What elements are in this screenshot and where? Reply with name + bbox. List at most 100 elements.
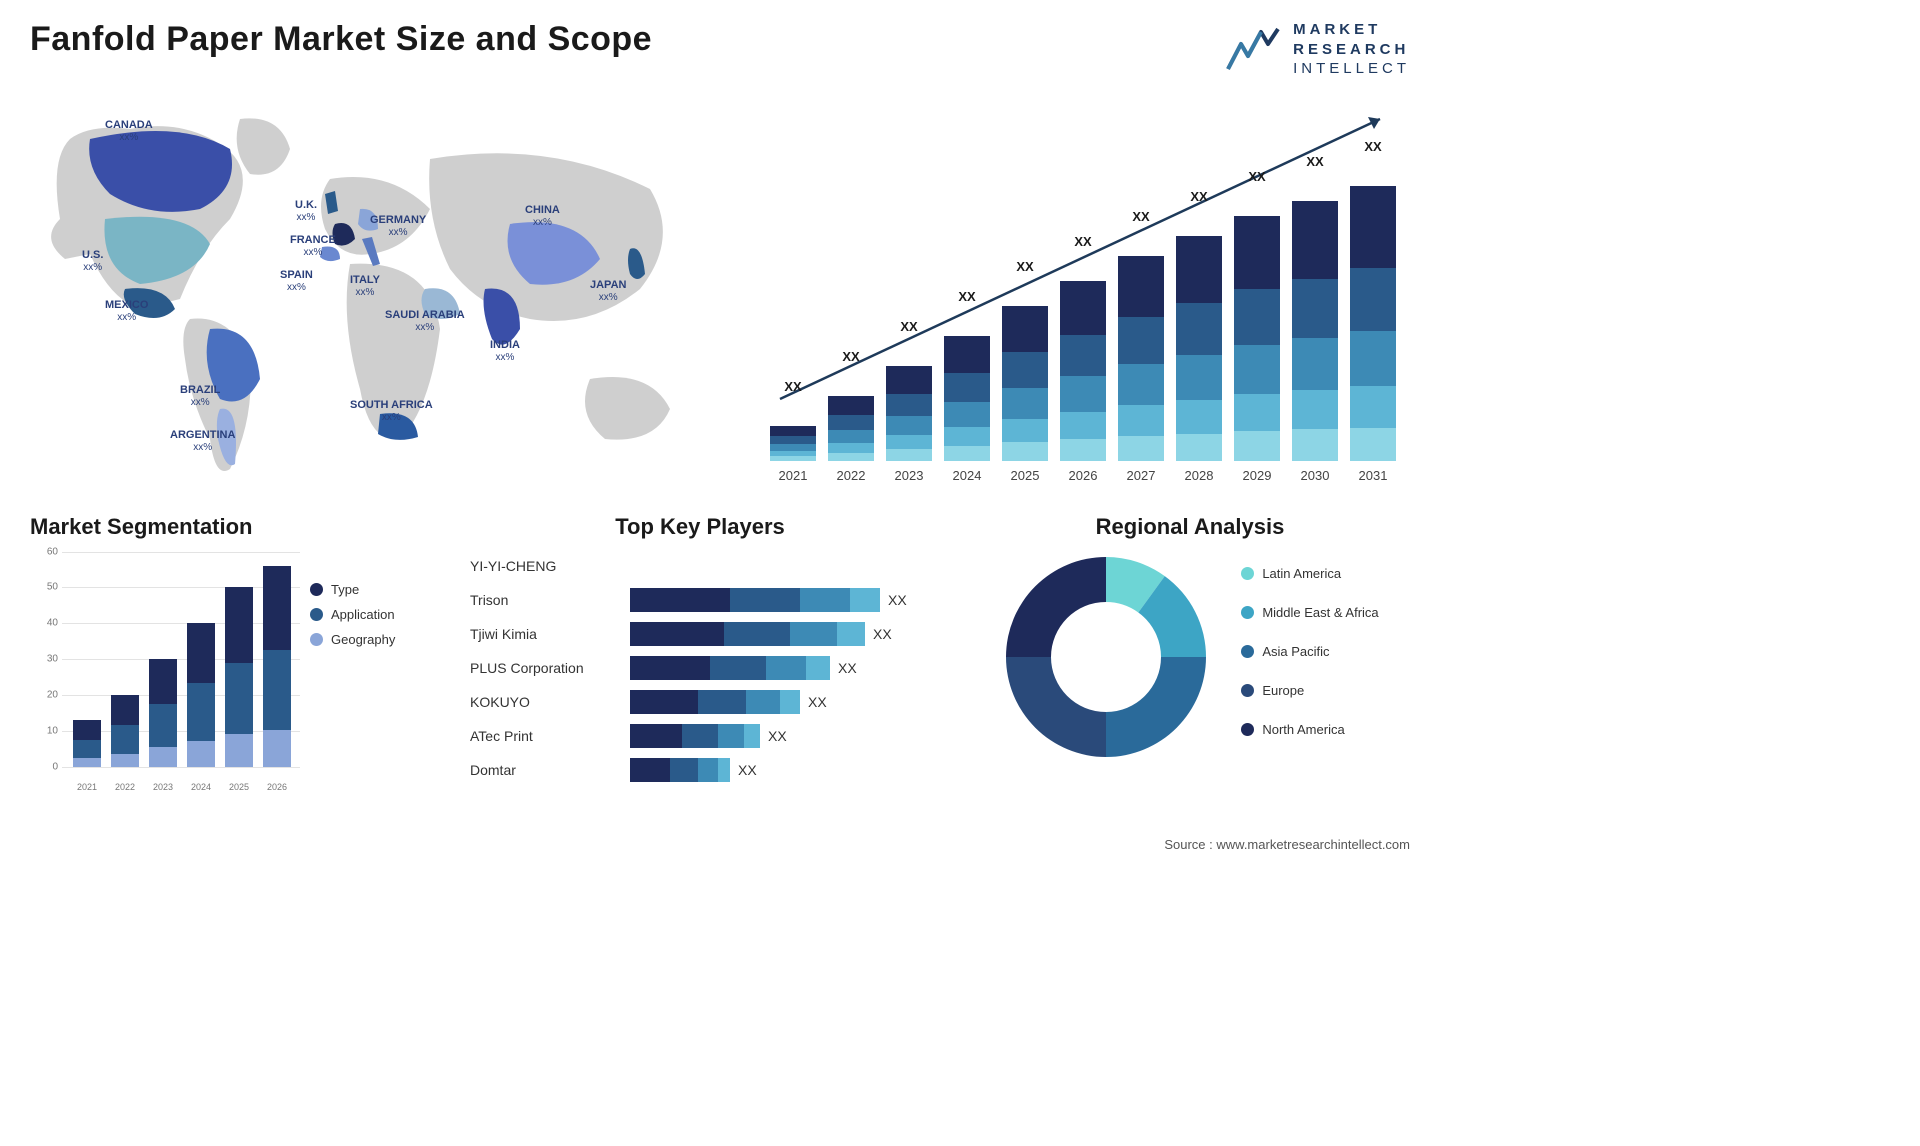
player-name: ATec Print (470, 728, 630, 744)
donut-slice (1106, 657, 1206, 757)
main-bar-year: 2025 (1002, 468, 1048, 483)
seg-legend-item: Geography (310, 632, 430, 647)
main-bar (1002, 306, 1048, 461)
player-name: Domtar (470, 762, 630, 778)
regional-legend-item: Latin America (1241, 566, 1378, 581)
player-name: KOKUYO (470, 694, 630, 710)
main-bar-value: XX (828, 349, 874, 364)
map-country-label: SOUTH AFRICAxx% (350, 399, 433, 424)
segmentation-title: Market Segmentation (30, 514, 430, 540)
map-country-label: JAPANxx% (590, 279, 626, 304)
map-country-label: ITALYxx% (350, 274, 380, 299)
main-bar-year: 2031 (1350, 468, 1396, 483)
map-country-label: U.K.xx% (295, 199, 317, 224)
player-name: YI-YI-CHENG (470, 558, 630, 574)
player-row: Tjiwi Kimia XX (470, 620, 940, 648)
main-bar-value: XX (1176, 189, 1222, 204)
key-players-panel: Top Key Players YI-YI-CHENGTrisonXXTjiwi… (460, 514, 940, 814)
player-row: KOKUYOXX (470, 688, 940, 716)
main-bar-value: XX (1060, 234, 1106, 249)
player-value: XX (838, 660, 857, 676)
player-bar (630, 588, 880, 612)
main-bar-year: 2022 (828, 468, 874, 483)
main-bar (1292, 201, 1338, 461)
map-country-label: SPAINxx% (280, 269, 313, 294)
regional-legend-item: Europe (1241, 683, 1378, 698)
main-bar-year: 2024 (944, 468, 990, 483)
player-value: XX (888, 592, 907, 608)
donut-slice (1006, 657, 1106, 757)
seg-ytick: 60 (47, 546, 58, 557)
key-players-list: YI-YI-CHENGTrisonXXTjiwi KimiaXXPLUS Cor… (460, 552, 940, 784)
player-row: DomtarXX (470, 756, 940, 784)
map-country-label: BRAZILxx% (180, 384, 220, 409)
donut-slice (1006, 557, 1106, 657)
seg-ytick: 30 (47, 654, 58, 665)
player-name: PLUS Corporation (470, 660, 630, 676)
seg-ytick: 20 (47, 689, 58, 700)
player-row: TrisonXX (470, 586, 940, 614)
regional-title: Regional Analysis (970, 514, 1410, 540)
main-bar-year: 2021 (770, 468, 816, 483)
seg-bar (149, 659, 177, 767)
segmentation-chart: 0102030405060 TypeApplicationGeography 2… (40, 552, 430, 792)
main-bar-value: XX (1350, 139, 1396, 154)
seg-year-label: 2022 (111, 782, 139, 792)
main-bar (1060, 281, 1106, 461)
regional-analysis-panel: Regional Analysis Latin America Middle Ea… (970, 514, 1410, 814)
main-bar (828, 396, 874, 461)
seg-bar (263, 566, 291, 767)
main-bar-year: 2028 (1176, 468, 1222, 483)
map-country-label: ARGENTINAxx% (170, 429, 235, 454)
logo-icon (1223, 24, 1283, 74)
player-bar (630, 622, 865, 646)
map-country-label: INDIAxx% (490, 339, 520, 364)
regional-legend-item: Middle East & Africa (1241, 605, 1378, 620)
main-bar (944, 336, 990, 461)
main-bar (1350, 186, 1396, 461)
main-bar-value: XX (1292, 154, 1338, 169)
regional-legend-item: North America (1241, 722, 1378, 737)
seg-ytick: 50 (47, 582, 58, 593)
seg-bar (73, 720, 101, 767)
map-country-label: CANADAxx% (105, 119, 153, 144)
main-bar-value: XX (770, 379, 816, 394)
main-bar (1176, 236, 1222, 461)
main-bar (1118, 256, 1164, 461)
seg-ytick: 10 (47, 725, 58, 736)
seg-year-label: 2025 (225, 782, 253, 792)
seg-year-label: 2024 (187, 782, 215, 792)
logo-text: MARKET RESEARCH INTELLECT (1293, 20, 1410, 79)
map-country-label: CHINAxx% (525, 204, 560, 229)
player-row: YI-YI-CHENG (470, 552, 940, 580)
main-bar-value: XX (1118, 209, 1164, 224)
seg-legend-item: Application (310, 607, 430, 622)
player-row: ATec Print XX (470, 722, 940, 750)
brand-logo: MARKET RESEARCH INTELLECT (1223, 20, 1410, 79)
page-title: Fanfold Paper Market Size and Scope (30, 20, 652, 59)
player-name: Tjiwi Kimia (470, 626, 630, 642)
seg-year-label: 2026 (263, 782, 291, 792)
map-country-label: FRANCExx% (290, 234, 336, 259)
seg-ytick: 40 (47, 618, 58, 629)
seg-ytick: 0 (52, 761, 58, 772)
regional-legend: Latin AmericaMiddle East & AfricaAsia Pa… (1241, 566, 1378, 747)
player-row: PLUS Corporation XX (470, 654, 940, 682)
player-value: XX (768, 728, 787, 744)
regional-donut-chart (1001, 552, 1211, 762)
map-country-label: SAUDI ARABIAxx% (385, 309, 465, 334)
main-bar-year: 2030 (1292, 468, 1338, 483)
main-bar (770, 426, 816, 461)
seg-bar (225, 587, 253, 766)
main-bar-year: 2023 (886, 468, 932, 483)
main-bar-year: 2029 (1234, 468, 1280, 483)
seg-bar (111, 695, 139, 767)
segmentation-legend: TypeApplicationGeography (310, 582, 430, 657)
player-bar (630, 690, 800, 714)
main-bar-year: 2026 (1060, 468, 1106, 483)
main-bar-year: 2027 (1118, 468, 1164, 483)
seg-bar (187, 623, 215, 766)
player-value: XX (873, 626, 892, 642)
main-bar-chart: XXXXXXXXXXXXXXXXXXXXXX 20212022202320242… (770, 99, 1410, 489)
seg-year-label: 2021 (73, 782, 101, 792)
